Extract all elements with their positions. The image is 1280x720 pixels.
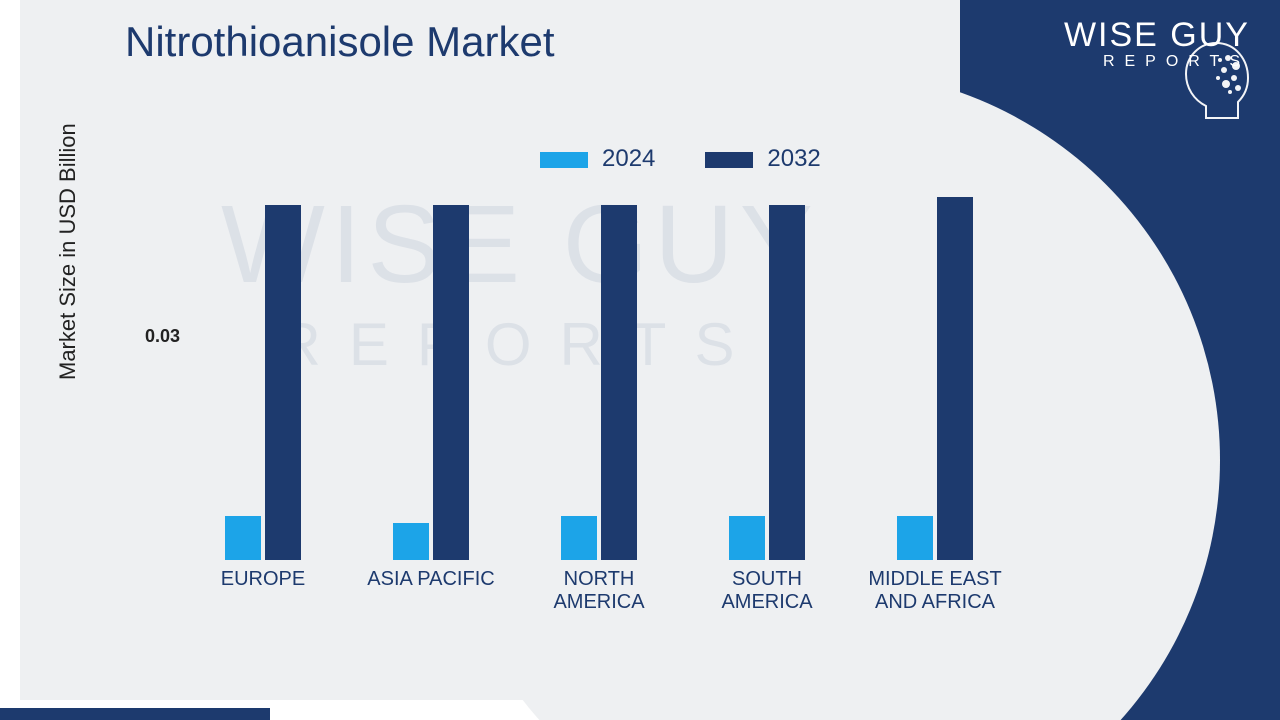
page-title: Nitrothioanisole Market [125,18,555,66]
head-icon [1176,38,1256,128]
y-axis-label: Market Size in USD Billion [55,123,81,380]
bar [769,205,805,560]
chart-area: Market Size in USD Billion 0.03 EUROPEAS… [95,150,1095,710]
category-label: ASIA PACIFIC [351,568,511,591]
category-label: EUROPE [183,568,343,591]
bar [225,516,261,560]
footer-accent-bar [0,708,270,720]
y-tick-label: 0.03 [145,326,180,347]
category-label: NORTH AMERICA [519,568,679,614]
brand-logo: WISE GUY REPORTS [1064,18,1250,70]
category-label: MIDDLE EAST AND AFRICA [855,568,1015,614]
bar [729,516,765,560]
bar [265,205,301,560]
bar [433,205,469,560]
bar [561,516,597,560]
page-root: WISE GUY REPORTS Nitrothioanisole Market… [0,0,1280,720]
bar [937,197,973,560]
bar [601,205,637,560]
bar [897,516,933,560]
plot-region [195,190,1075,560]
category-label: SOUTH AMERICA [687,568,847,614]
bar [393,523,429,560]
